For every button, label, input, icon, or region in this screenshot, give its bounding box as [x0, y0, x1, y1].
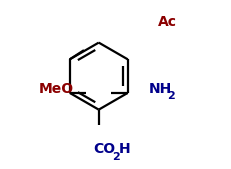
Text: H: H [119, 142, 130, 156]
Text: Ac: Ac [158, 15, 177, 29]
Text: CO: CO [94, 142, 116, 156]
Text: NH: NH [149, 82, 172, 96]
Text: 2: 2 [112, 152, 120, 162]
Text: MeO: MeO [38, 82, 73, 96]
Text: 2: 2 [167, 91, 175, 101]
